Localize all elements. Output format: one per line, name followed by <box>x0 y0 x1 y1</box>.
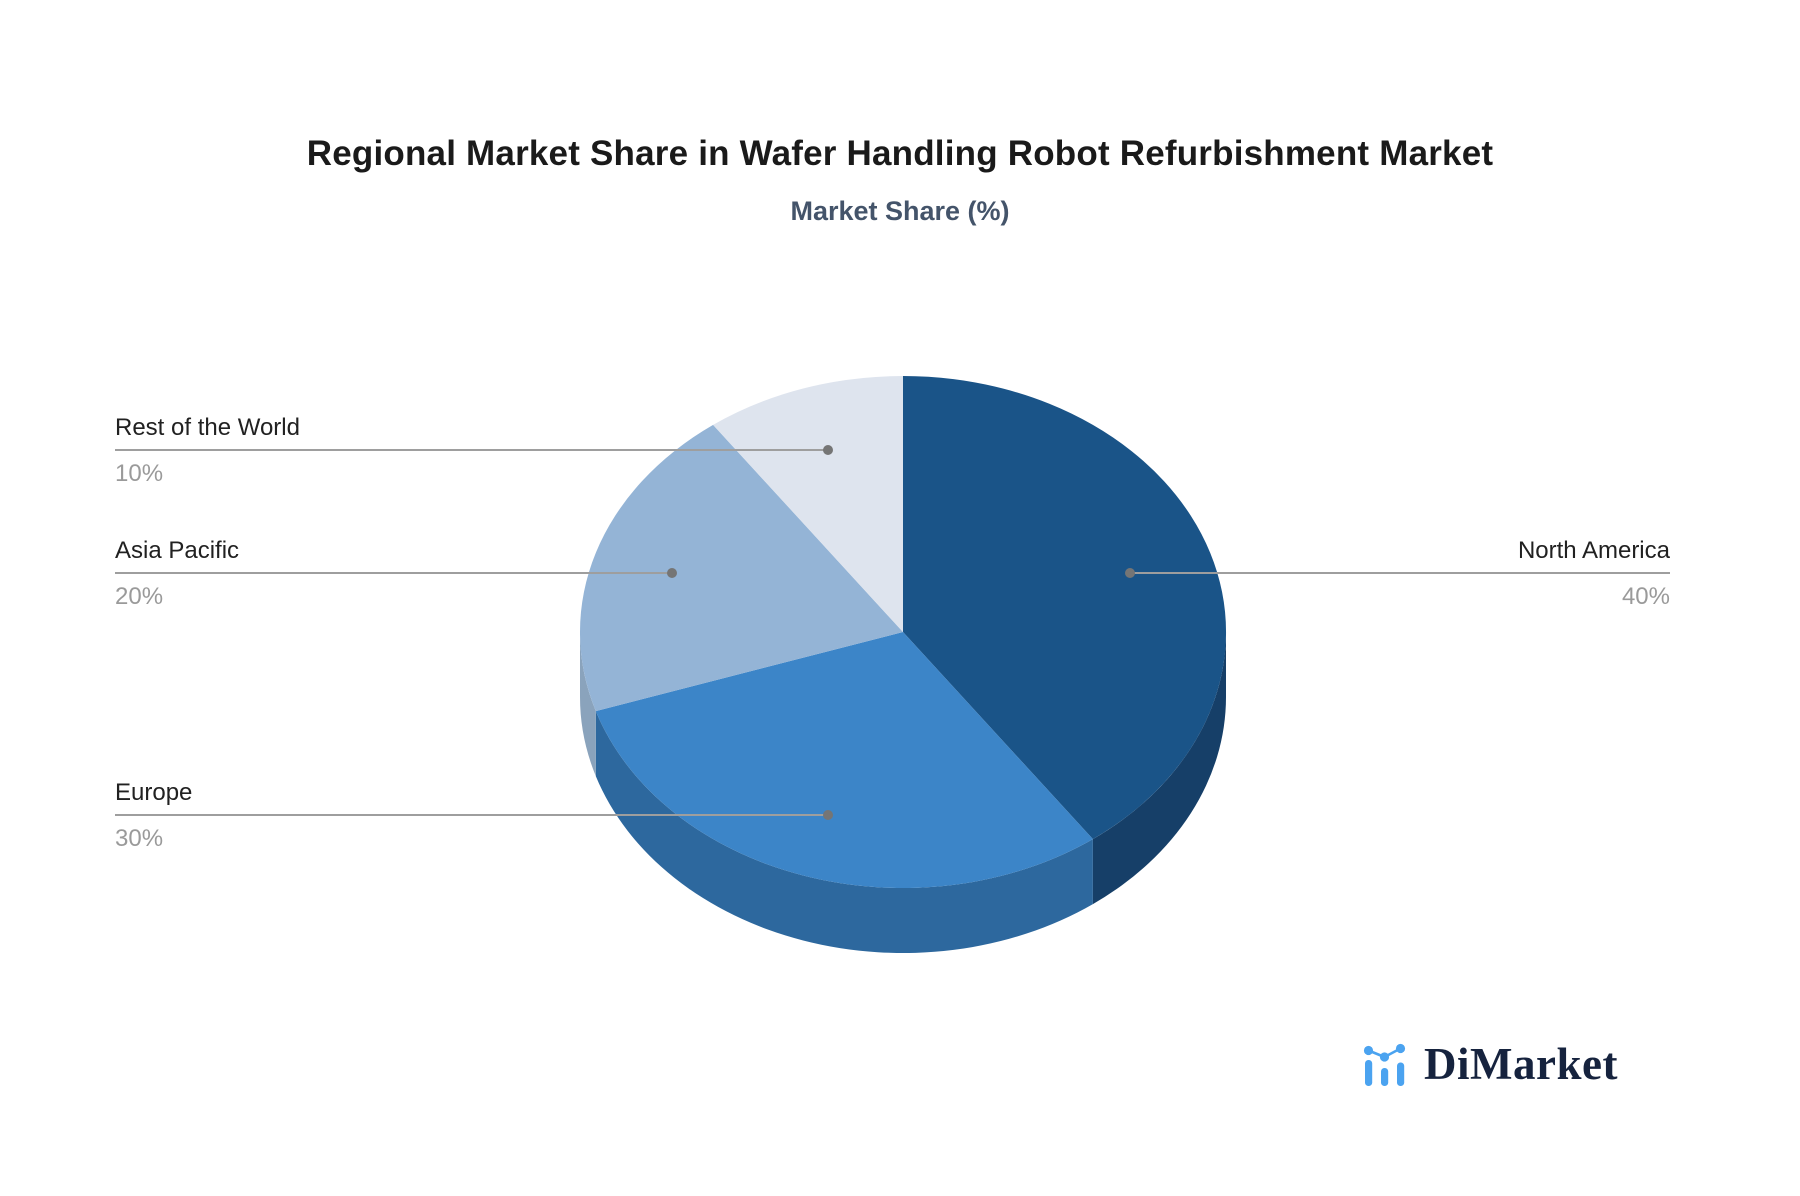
leader-dot-europe <box>823 810 833 820</box>
chart-subtitle: Market Share (%) <box>790 196 1010 226</box>
callout-percent-europe: 30% <box>115 825 164 852</box>
leader-dot-rest-of-world <box>823 445 833 455</box>
leader-dots <box>667 445 1135 820</box>
leader-lines <box>115 449 1670 816</box>
callout-percent-rest-of-world: 10% <box>115 460 164 487</box>
bar-chart-trend-icon <box>1363 1043 1406 1086</box>
pie-slice-asia-pacific[interactable] <box>579 424 903 712</box>
callout-percent-north-america: 40% <box>1621 583 1670 610</box>
pie-slice-europe[interactable] <box>595 632 1093 889</box>
callout-label-rest-of-world: Rest of the World <box>115 414 300 441</box>
brand-logo-text: DiMarket <box>1424 1039 1618 1089</box>
chart-title: Regional Market Share in Wafer Handling … <box>306 134 1494 173</box>
callout-label-north-america: North America <box>1517 537 1670 564</box>
brand-logo: DiMarket <box>1363 1040 1618 1088</box>
pie-side-north-america <box>1092 632 1226 905</box>
callout-label-asia-pacific: Asia Pacific <box>115 537 240 564</box>
callout-percent-asia-pacific: 20% <box>115 583 164 610</box>
leader-dot-asia-pacific <box>667 568 677 578</box>
pie-slice-rest-of-world[interactable] <box>713 376 903 632</box>
pie-side-europe <box>595 711 1093 954</box>
leader-dot-north-america <box>1125 568 1135 578</box>
callout-label-europe: Europe <box>115 779 193 806</box>
pie-slice-north-america[interactable] <box>903 376 1227 840</box>
pie-side-asia-pacific <box>580 632 596 777</box>
